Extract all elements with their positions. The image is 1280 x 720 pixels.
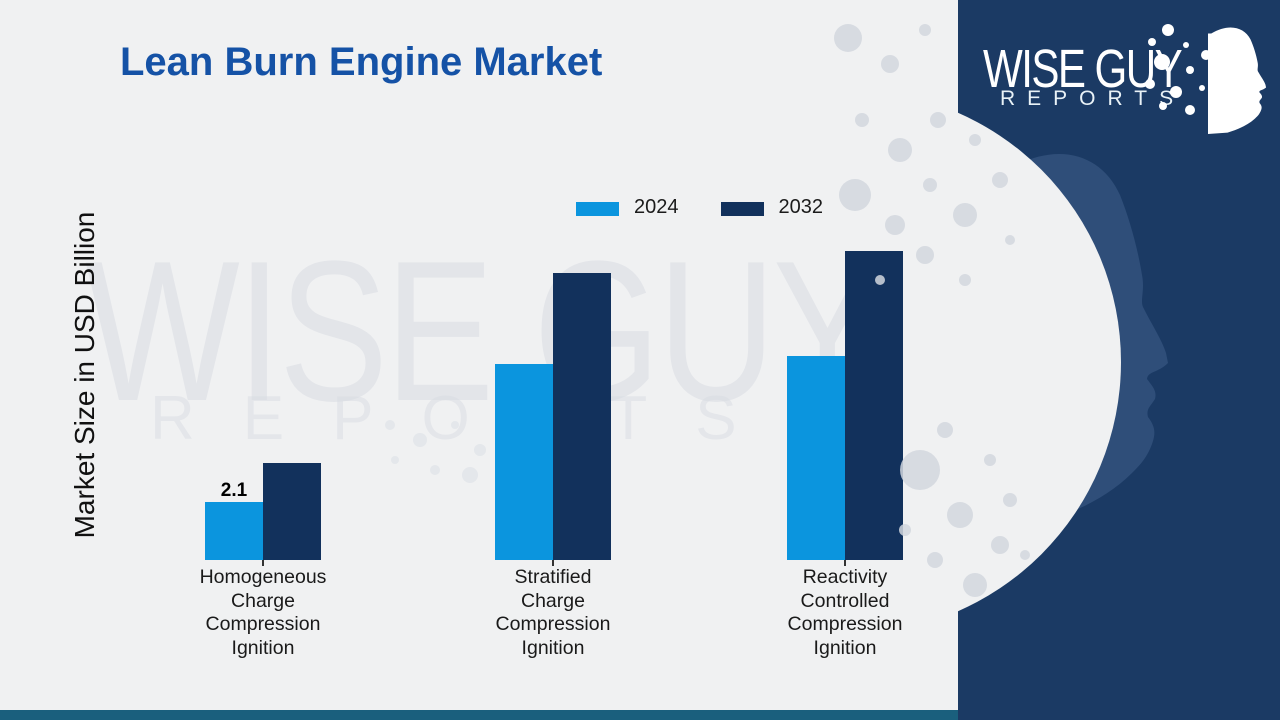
watermark-reports-text: REPORTS — [150, 384, 785, 453]
decor-dot — [1226, 71, 1234, 79]
bar-2032-category-0 — [263, 463, 321, 560]
bar-2032-category-2 — [845, 251, 903, 560]
bar-value-label: 2.1 — [220, 480, 248, 501]
decor-dot — [1186, 66, 1194, 74]
category-label-1: Stratified Charge Compression Ignition — [495, 566, 611, 659]
x-axis-tick — [552, 560, 554, 566]
decor-dot — [1183, 42, 1189, 48]
decor-dot — [1211, 99, 1217, 105]
page-title: Lean Burn Engine Market — [120, 40, 603, 84]
y-axis-label: Market Size in USD Billion — [69, 211, 100, 539]
x-axis-tick — [844, 560, 846, 566]
brand-panel: WISE GUY REPORTS — [958, 0, 1280, 720]
decor-dot — [1154, 54, 1170, 70]
logo-subtitle: REPORTS — [1000, 87, 1186, 110]
decor-dot — [1185, 105, 1195, 115]
logo-head-profile-icon — [1208, 27, 1267, 134]
category-label-0: Homogeneous Charge Compression Ignition — [199, 566, 327, 659]
watermark-wiseguy-text: WISE GUY — [85, 220, 882, 443]
legend-swatch-2024 — [576, 202, 619, 216]
decor-dot — [1148, 38, 1156, 46]
decor-dot — [1218, 30, 1226, 38]
category-label-2: Reactivity Controlled Compression Igniti… — [787, 566, 903, 659]
legend-label-2024: 2024 — [634, 196, 679, 218]
bar-2024-category-0 — [205, 502, 263, 560]
chart-legend: 2024 2032 — [576, 196, 823, 219]
bar-2024-category-1 — [495, 364, 553, 560]
x-axis-tick — [262, 560, 264, 566]
legend-label-2032: 2032 — [778, 196, 824, 218]
footer-accent-bar — [0, 710, 1280, 720]
decor-dot — [1159, 102, 1167, 110]
decor-dot — [1170, 86, 1182, 98]
bar-2032-category-1 — [553, 273, 611, 560]
bar-2024-category-2 — [787, 356, 845, 560]
decor-dot — [1199, 85, 1205, 91]
decor-dot — [1201, 50, 1211, 60]
legend-swatch-2032 — [720, 202, 764, 216]
logo-dots-pattern — [958, 0, 1280, 720]
decor-dot — [1145, 79, 1155, 89]
decor-dot — [1162, 24, 1174, 36]
